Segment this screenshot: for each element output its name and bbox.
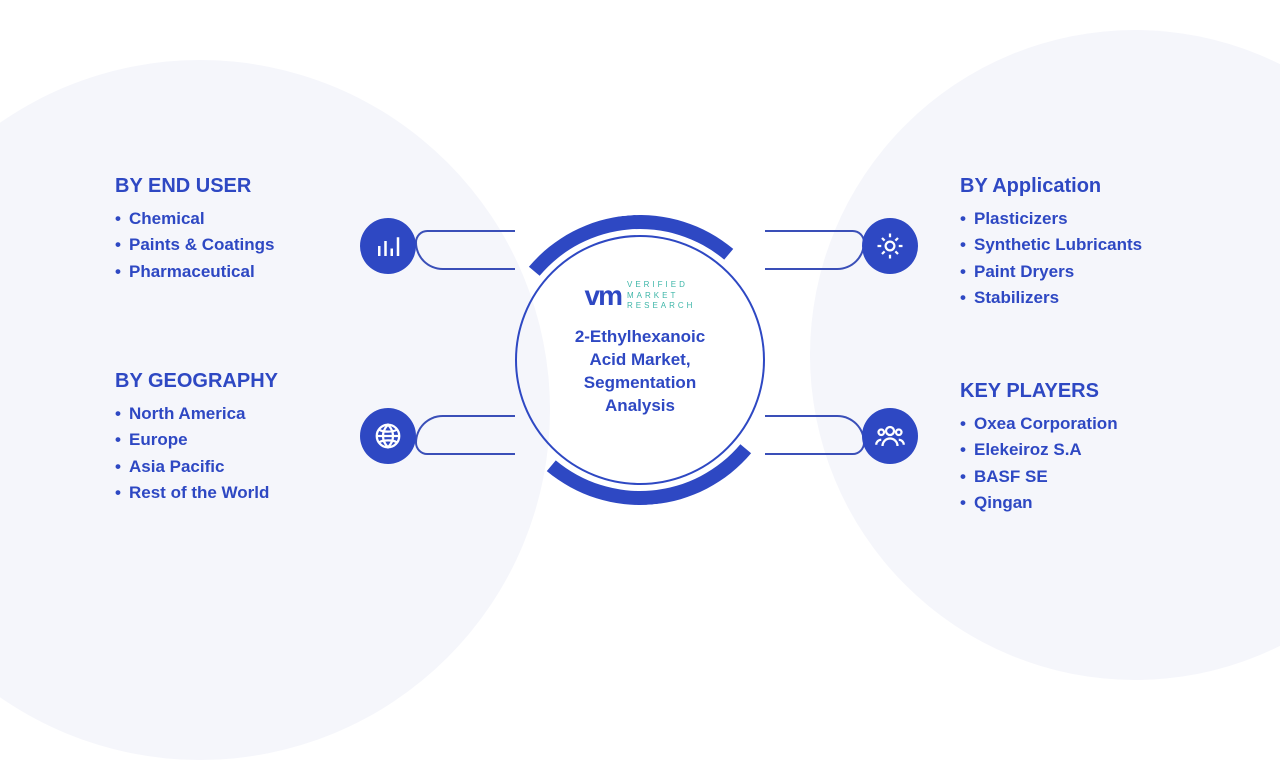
application-title: BY Application [960, 175, 1142, 198]
list-item: Asia Pacific [115, 454, 278, 480]
list-item: Elekeiroz S.A [960, 437, 1118, 463]
list-item: Oxea Corporation [960, 411, 1118, 437]
list-item: Synthetic Lubricants [960, 232, 1142, 258]
section-application: BY Application Plasticizers Synthetic Lu… [960, 175, 1142, 311]
list-item: BASF SE [960, 464, 1118, 490]
background-shape-right [810, 30, 1280, 680]
hub-title: 2-Ethylhexanoic Acid Market, Segmentatio… [540, 326, 740, 418]
list-item: Plasticizers [960, 206, 1142, 232]
key-players-title: KEY PLAYERS [960, 380, 1118, 403]
list-item: Pharmaceutical [115, 259, 274, 285]
list-item: North America [115, 401, 278, 427]
section-key-players: KEY PLAYERS Oxea Corporation Elekeiroz S… [960, 380, 1118, 516]
list-item: Paints & Coatings [115, 232, 274, 258]
gear-icon [862, 218, 918, 274]
hub-content: vm VERIFIED MARKET RESEARCH 2-Ethylhexan… [540, 280, 740, 418]
logo-row: vm VERIFIED MARKET RESEARCH [540, 280, 740, 312]
end-user-title: BY END USER [115, 175, 274, 198]
section-end-user: BY END USER Chemical Paints & Coatings P… [115, 175, 274, 285]
list-item: Rest of the World [115, 480, 278, 506]
people-icon [862, 408, 918, 464]
list-item: Paint Dryers [960, 259, 1142, 285]
logo-text: VERIFIED MARKET RESEARCH [627, 280, 695, 311]
list-item: Chemical [115, 206, 274, 232]
geography-title: BY GEOGRAPHY [115, 370, 278, 393]
list-item: Qingan [960, 490, 1118, 516]
section-geography: BY GEOGRAPHY North America Europe Asia P… [115, 370, 278, 506]
list-item: Europe [115, 427, 278, 453]
list-item: Stabilizers [960, 285, 1142, 311]
bar-chart-icon [360, 218, 416, 274]
logo-mark: vm [585, 280, 621, 312]
globe-icon [360, 408, 416, 464]
center-hub: vm VERIFIED MARKET RESEARCH 2-Ethylhexan… [490, 210, 790, 510]
